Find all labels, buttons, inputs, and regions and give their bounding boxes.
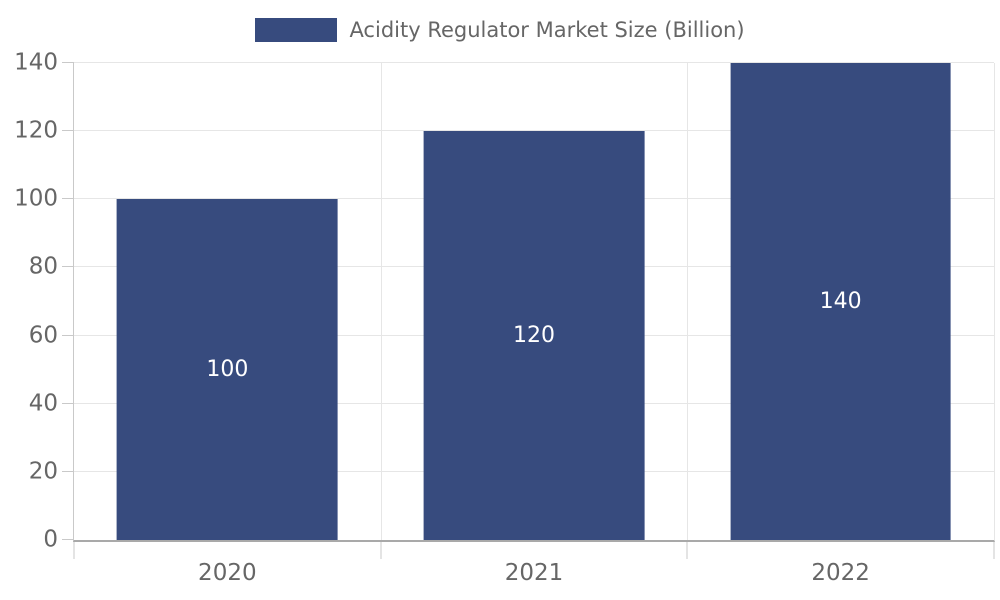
y-tick-label: 120 bbox=[14, 117, 58, 144]
y-axis-tick bbox=[62, 130, 74, 132]
x-axis-tick bbox=[686, 542, 688, 559]
x-category-label: 2022 bbox=[811, 560, 870, 586]
bar-value-label: 140 bbox=[819, 289, 862, 314]
x-axis-tick bbox=[73, 542, 75, 559]
legend: Acidity Regulator Market Size (Billion) bbox=[0, 16, 1000, 44]
legend-swatch bbox=[255, 18, 338, 42]
y-axis-tick bbox=[62, 334, 74, 336]
x-axis-tick bbox=[993, 542, 995, 559]
bar-value-label: 100 bbox=[206, 357, 249, 383]
x-category-label: 2020 bbox=[198, 560, 257, 586]
plot-area: 0 20 40 60 80 100 120 140 100 2020 120 2021 140 2022 bbox=[14, 51, 995, 586]
y-axis-tick bbox=[62, 62, 74, 63]
bar: 120 bbox=[423, 131, 645, 540]
vertical-gridline bbox=[380, 63, 382, 540]
horizontal-gridline bbox=[74, 130, 994, 132]
y-tick-label: 0 bbox=[43, 526, 58, 553]
bar-value-label: 120 bbox=[512, 323, 555, 349]
x-category-label: 2021 bbox=[504, 560, 564, 586]
y-tick-label: 140 bbox=[14, 49, 58, 76]
y-axis-tick bbox=[62, 198, 74, 200]
y-tick-label: 40 bbox=[28, 390, 58, 417]
x-axis-tick bbox=[380, 542, 382, 559]
y-axis-tick bbox=[62, 402, 74, 404]
y-axis-tick bbox=[62, 470, 74, 472]
horizontal-gridline bbox=[74, 62, 994, 63]
y-tick-label: 20 bbox=[28, 458, 58, 485]
vertical-gridline bbox=[687, 63, 689, 540]
y-axis-tick bbox=[62, 539, 74, 540]
y-tick-label: 100 bbox=[14, 185, 58, 212]
y-tick-label: 80 bbox=[28, 253, 58, 280]
bar: 100 bbox=[116, 199, 338, 540]
bar: 140 bbox=[730, 63, 952, 540]
y-tick-label: 60 bbox=[28, 322, 58, 349]
y-axis-tick bbox=[62, 266, 74, 268]
legend-label: Acidity Regulator Market Size (Billion) bbox=[349, 18, 745, 42]
